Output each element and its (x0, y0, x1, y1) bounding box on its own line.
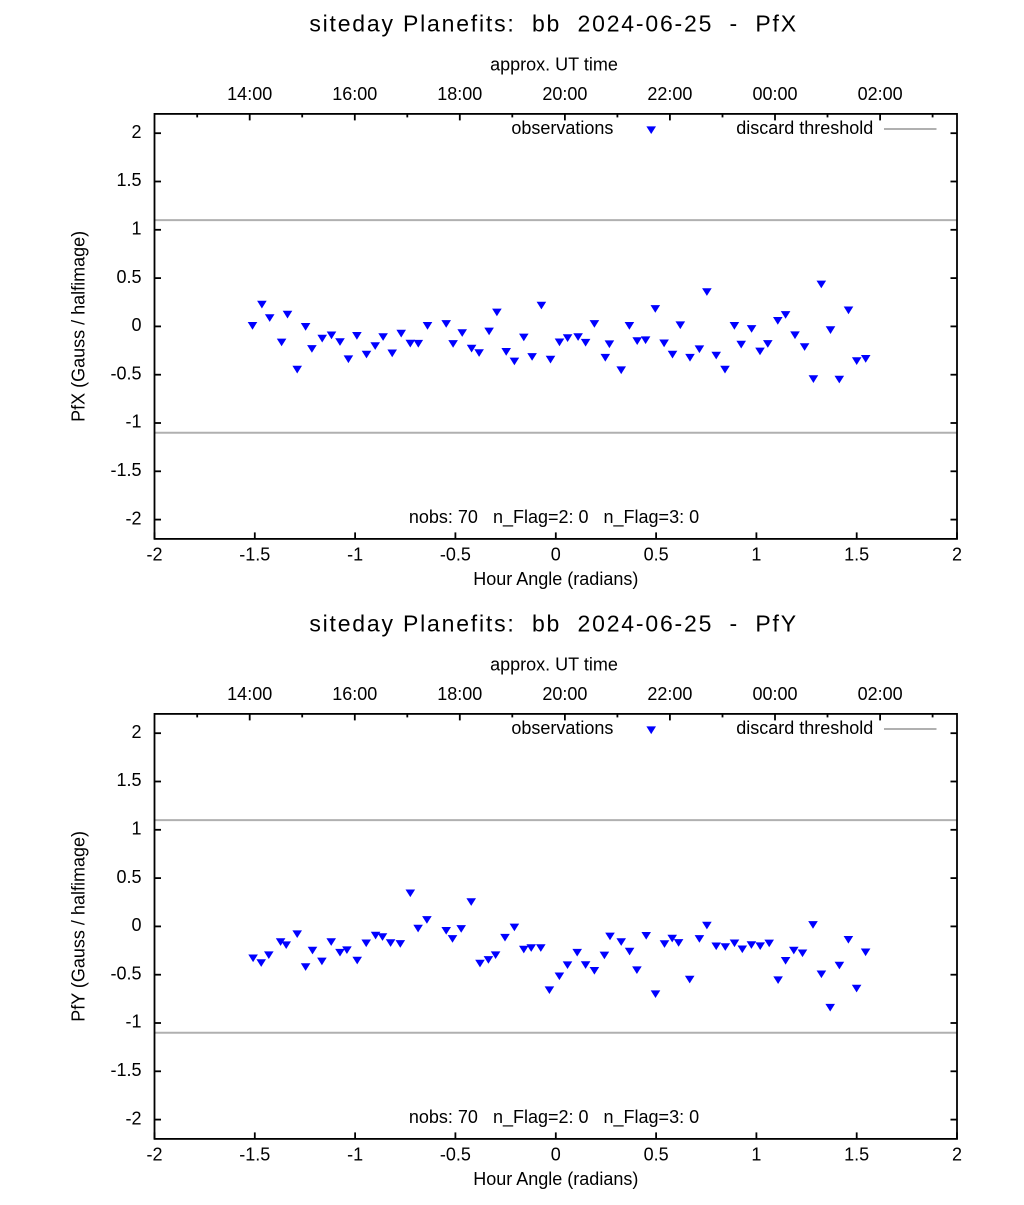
svg-text:14:00: 14:00 (227, 84, 272, 104)
svg-text:20:00: 20:00 (542, 84, 587, 104)
svg-text:observations: observations (511, 718, 613, 738)
svg-text:0: 0 (131, 915, 141, 935)
svg-text:02:00: 02:00 (858, 84, 903, 104)
svg-text:1.5: 1.5 (844, 544, 869, 564)
svg-text:1: 1 (751, 1144, 761, 1164)
svg-text:1.5: 1.5 (116, 770, 141, 790)
svg-text:0.5: 0.5 (644, 1144, 669, 1164)
svg-text:2: 2 (952, 544, 962, 564)
svg-text:2: 2 (952, 1144, 962, 1164)
svg-text:-1: -1 (347, 1144, 363, 1164)
svg-text:16:00: 16:00 (332, 84, 377, 104)
svg-text:nobs: 70 n_Flag=2: 0 n_Fla: nobs: 70 n_Flag=2: 0 n_Flag=3: 0 (409, 507, 699, 528)
svg-text:2: 2 (131, 722, 141, 742)
svg-text:20:00: 20:00 (542, 684, 587, 704)
svg-text:22:00: 22:00 (647, 84, 692, 104)
svg-text:02:00: 02:00 (858, 684, 903, 704)
svg-text:-1: -1 (125, 1012, 141, 1032)
svg-text:0.5: 0.5 (116, 267, 141, 287)
svg-text:siteday Planefits: bb 2024-0: siteday Planefits: bb 2024-06-25 - PfX (309, 11, 798, 37)
svg-text:0: 0 (131, 315, 141, 335)
svg-text:-0.5: -0.5 (110, 363, 141, 383)
svg-text:0: 0 (551, 1144, 561, 1164)
svg-text:PfY (Gauss / halfimage): PfY (Gauss / halfimage) (69, 831, 89, 1022)
svg-text:-1: -1 (125, 412, 141, 432)
svg-text:-0.5: -0.5 (440, 1144, 471, 1164)
svg-text:18:00: 18:00 (437, 84, 482, 104)
svg-text:0.5: 0.5 (116, 867, 141, 887)
svg-text:2: 2 (131, 122, 141, 142)
svg-text:14:00: 14:00 (227, 684, 272, 704)
svg-text:observations: observations (511, 118, 613, 138)
svg-text:00:00: 00:00 (752, 84, 797, 104)
svg-text:-1.5: -1.5 (110, 1060, 141, 1080)
svg-text:0.5: 0.5 (644, 544, 669, 564)
svg-text:approx. UT time: approx. UT time (490, 654, 618, 674)
svg-text:siteday Planefits: bb 2024-0: siteday Planefits: bb 2024-06-25 - PfY (309, 611, 798, 637)
svg-text:-1: -1 (347, 544, 363, 564)
svg-text:discard threshold: discard threshold (736, 118, 873, 138)
svg-text:1: 1 (131, 819, 141, 839)
svg-text:-0.5: -0.5 (440, 544, 471, 564)
svg-text:1.5: 1.5 (116, 170, 141, 190)
svg-text:-1.5: -1.5 (110, 460, 141, 480)
svg-text:-2: -2 (146, 544, 162, 564)
svg-text:18:00: 18:00 (437, 684, 482, 704)
svg-text:approx. UT time: approx. UT time (490, 54, 618, 74)
svg-text:-2: -2 (125, 1108, 141, 1128)
svg-text:Hour Angle (radians): Hour Angle (radians) (473, 569, 638, 589)
svg-text:16:00: 16:00 (332, 684, 377, 704)
svg-text:0: 0 (551, 544, 561, 564)
svg-text:nobs: 70 n_Flag=2: 0 n_Fla: nobs: 70 n_Flag=2: 0 n_Flag=3: 0 (409, 1107, 699, 1128)
svg-text:1: 1 (751, 544, 761, 564)
svg-text:-2: -2 (146, 1144, 162, 1164)
svg-text:discard threshold: discard threshold (736, 718, 873, 738)
svg-text:Hour Angle (radians): Hour Angle (radians) (473, 1169, 638, 1189)
svg-text:-1.5: -1.5 (239, 544, 270, 564)
svg-text:-2: -2 (125, 508, 141, 528)
svg-text:00:00: 00:00 (752, 684, 797, 704)
svg-text:-0.5: -0.5 (110, 963, 141, 983)
svg-text:1: 1 (131, 219, 141, 239)
svg-text:22:00: 22:00 (647, 684, 692, 704)
svg-text:PfX (Gauss / halfimage): PfX (Gauss / halfimage) (69, 231, 89, 422)
svg-text:1.5: 1.5 (844, 1144, 869, 1164)
svg-text:-1.5: -1.5 (239, 1144, 270, 1164)
